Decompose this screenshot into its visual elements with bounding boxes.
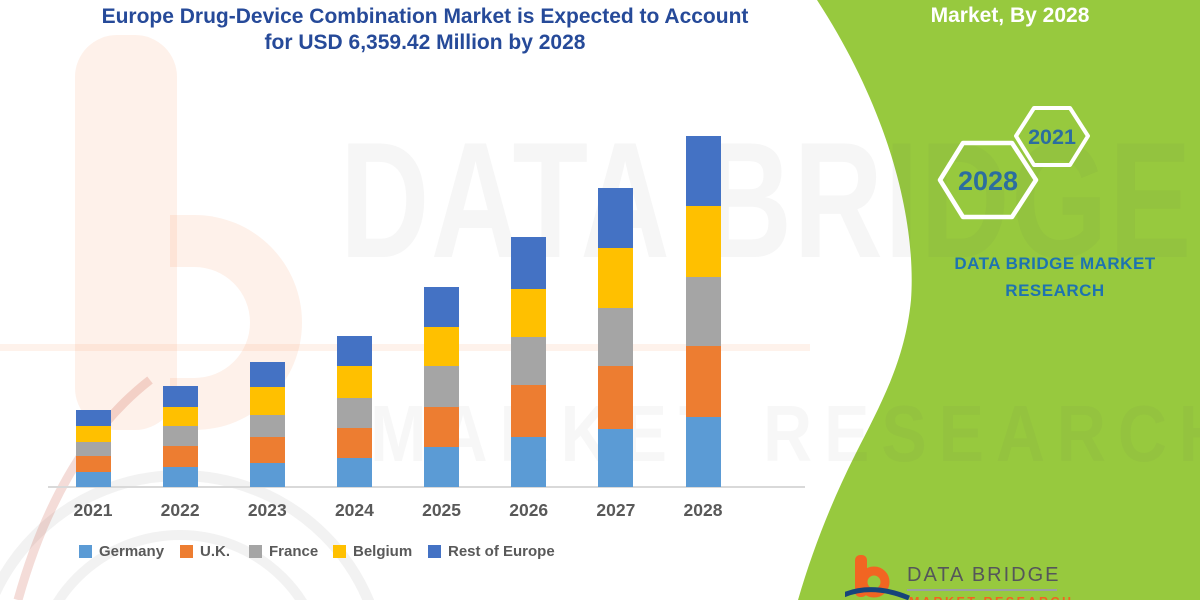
- bar-segment-rest-of-europe: [424, 286, 460, 327]
- bar-segment-france: [511, 336, 547, 385]
- bar-segment-belgium: [598, 247, 634, 308]
- legend-item-france: France: [249, 543, 318, 560]
- watermark-text-data-bridge: DATA BRIDGE: [340, 108, 1193, 292]
- bar-segment-rest-of-europe: [336, 335, 372, 366]
- bar-segment-u-k-: [424, 406, 460, 447]
- hexagon-year-2028: 2028: [958, 166, 1018, 196]
- bar-segment-france: [162, 426, 198, 447]
- bar-segment-rest-of-europe: [75, 410, 111, 427]
- legend-swatch-icon: [428, 545, 441, 558]
- x-axis-label-2025: 2025: [422, 500, 462, 520]
- databridge-logo: DATA BRIDGE MARKET RESEARCH: [845, 552, 1155, 600]
- hexagon-2021-outline: [1014, 106, 1090, 167]
- bar-segment-belgium: [336, 365, 372, 398]
- bar-segment-u-k-: [162, 446, 198, 468]
- logo-underline: [907, 589, 1057, 591]
- watermark-logo-b-stem: [75, 35, 177, 430]
- bar-2021: [75, 410, 111, 487]
- legend-item-u-k-: U.K.: [180, 543, 230, 560]
- legend-item-belgium: Belgium: [333, 543, 412, 560]
- chart-title-line1: Europe Drug-Device Combination Market is…: [101, 5, 749, 28]
- bar-segment-u-k-: [598, 365, 634, 429]
- bar-segment-france: [249, 414, 285, 437]
- watermark-band: [0, 344, 810, 351]
- bar-segment-rest-of-europe: [511, 236, 547, 289]
- logo-subtitle-text: MARKET RESEARCH: [909, 595, 1074, 600]
- bar-segment-u-k-: [336, 428, 372, 459]
- bar-2023: [249, 362, 285, 487]
- panel-heading: Market, By 2028: [930, 4, 1090, 27]
- x-axis-label-2026: 2026: [509, 500, 549, 520]
- bar-segment-france: [75, 442, 111, 457]
- brand-text-line2: RESEARCH: [1005, 281, 1105, 300]
- legend-item-rest-of-europe: Rest of Europe: [428, 543, 555, 560]
- x-axis-label-2028: 2028: [683, 500, 723, 520]
- x-axis-line: [48, 486, 805, 488]
- bar-2028: [685, 136, 721, 487]
- bar-segment-germany: [336, 458, 372, 487]
- legend-label: France: [269, 543, 319, 560]
- chart-title-line2: for USD 6,359.42 Million by 2028: [264, 31, 586, 54]
- bar-segment-france: [424, 365, 460, 407]
- bar-segment-u-k-: [511, 385, 547, 437]
- legend-swatch-icon: [333, 545, 346, 558]
- bar-2025: [424, 286, 460, 487]
- stacked-bar-chart: 2021 2022 2023 2024 2025 2026 2027 2028: [48, 136, 805, 520]
- bar-segment-germany: [685, 417, 721, 487]
- bar-segment-rest-of-europe: [162, 386, 198, 408]
- bar-2027: [598, 188, 634, 487]
- hexagon-year-2021: 2021: [1028, 125, 1076, 149]
- legend-label: Belgium: [353, 543, 413, 560]
- brand-text: DATA BRIDGE MARKET RESEARCH: [930, 250, 1180, 304]
- bar-segment-belgium: [249, 387, 285, 415]
- logo-name-text: DATA BRIDGE: [907, 564, 1061, 586]
- bar-segment-germany: [162, 467, 198, 487]
- chart-title: Europe Drug-Device Combination Market is…: [40, 4, 810, 56]
- bar-segment-belgium: [162, 407, 198, 427]
- x-axis-label-2021: 2021: [73, 500, 113, 520]
- hexagon-2028-outline: [937, 140, 1039, 220]
- bar-segment-rest-of-europe: [598, 188, 634, 248]
- bar-segment-france: [336, 397, 372, 428]
- bar-segment-germany: [511, 436, 547, 487]
- x-axis-label-2023: 2023: [247, 500, 287, 520]
- bar-2026: [511, 236, 547, 487]
- legend-swatch-icon: [180, 545, 193, 558]
- watermark-text-market-research: MARKET RESEARCH: [370, 389, 1200, 478]
- bar-segment-rest-of-europe: [249, 362, 285, 388]
- bar-2022: [162, 386, 198, 487]
- bar-segment-belgium: [424, 326, 460, 366]
- bar-segment-germany: [598, 428, 634, 487]
- legend-label: U.K.: [200, 543, 230, 560]
- brand-text-line1: DATA BRIDGE MARKET: [954, 254, 1156, 273]
- bar-2024: [336, 335, 372, 487]
- bar-segment-rest-of-europe: [685, 136, 721, 207]
- bar-segment-u-k-: [249, 436, 285, 463]
- legend-swatch-icon: [249, 545, 262, 558]
- x-axis-label-2027: 2027: [596, 500, 636, 520]
- databridge-logo-b-icon: [845, 555, 910, 600]
- legend-swatch-icon: [79, 545, 92, 558]
- bar-segment-germany: [75, 471, 111, 487]
- x-axis-label-2022: 2022: [160, 500, 200, 520]
- bar-segment-belgium: [685, 206, 721, 278]
- legend-item-germany: Germany: [79, 543, 164, 560]
- bar-segment-france: [598, 307, 634, 366]
- legend-label: Germany: [99, 543, 165, 560]
- bar-segment-france: [685, 277, 721, 347]
- bar-segment-u-k-: [75, 456, 111, 472]
- bar-segment-belgium: [75, 426, 111, 443]
- legend-label: Rest of Europe: [448, 543, 555, 560]
- bar-segment-u-k-: [685, 346, 721, 417]
- bar-segment-germany: [424, 446, 460, 487]
- bar-segment-germany: [249, 462, 285, 487]
- x-axis-label-2024: 2024: [334, 500, 374, 520]
- bar-segment-belgium: [511, 288, 547, 337]
